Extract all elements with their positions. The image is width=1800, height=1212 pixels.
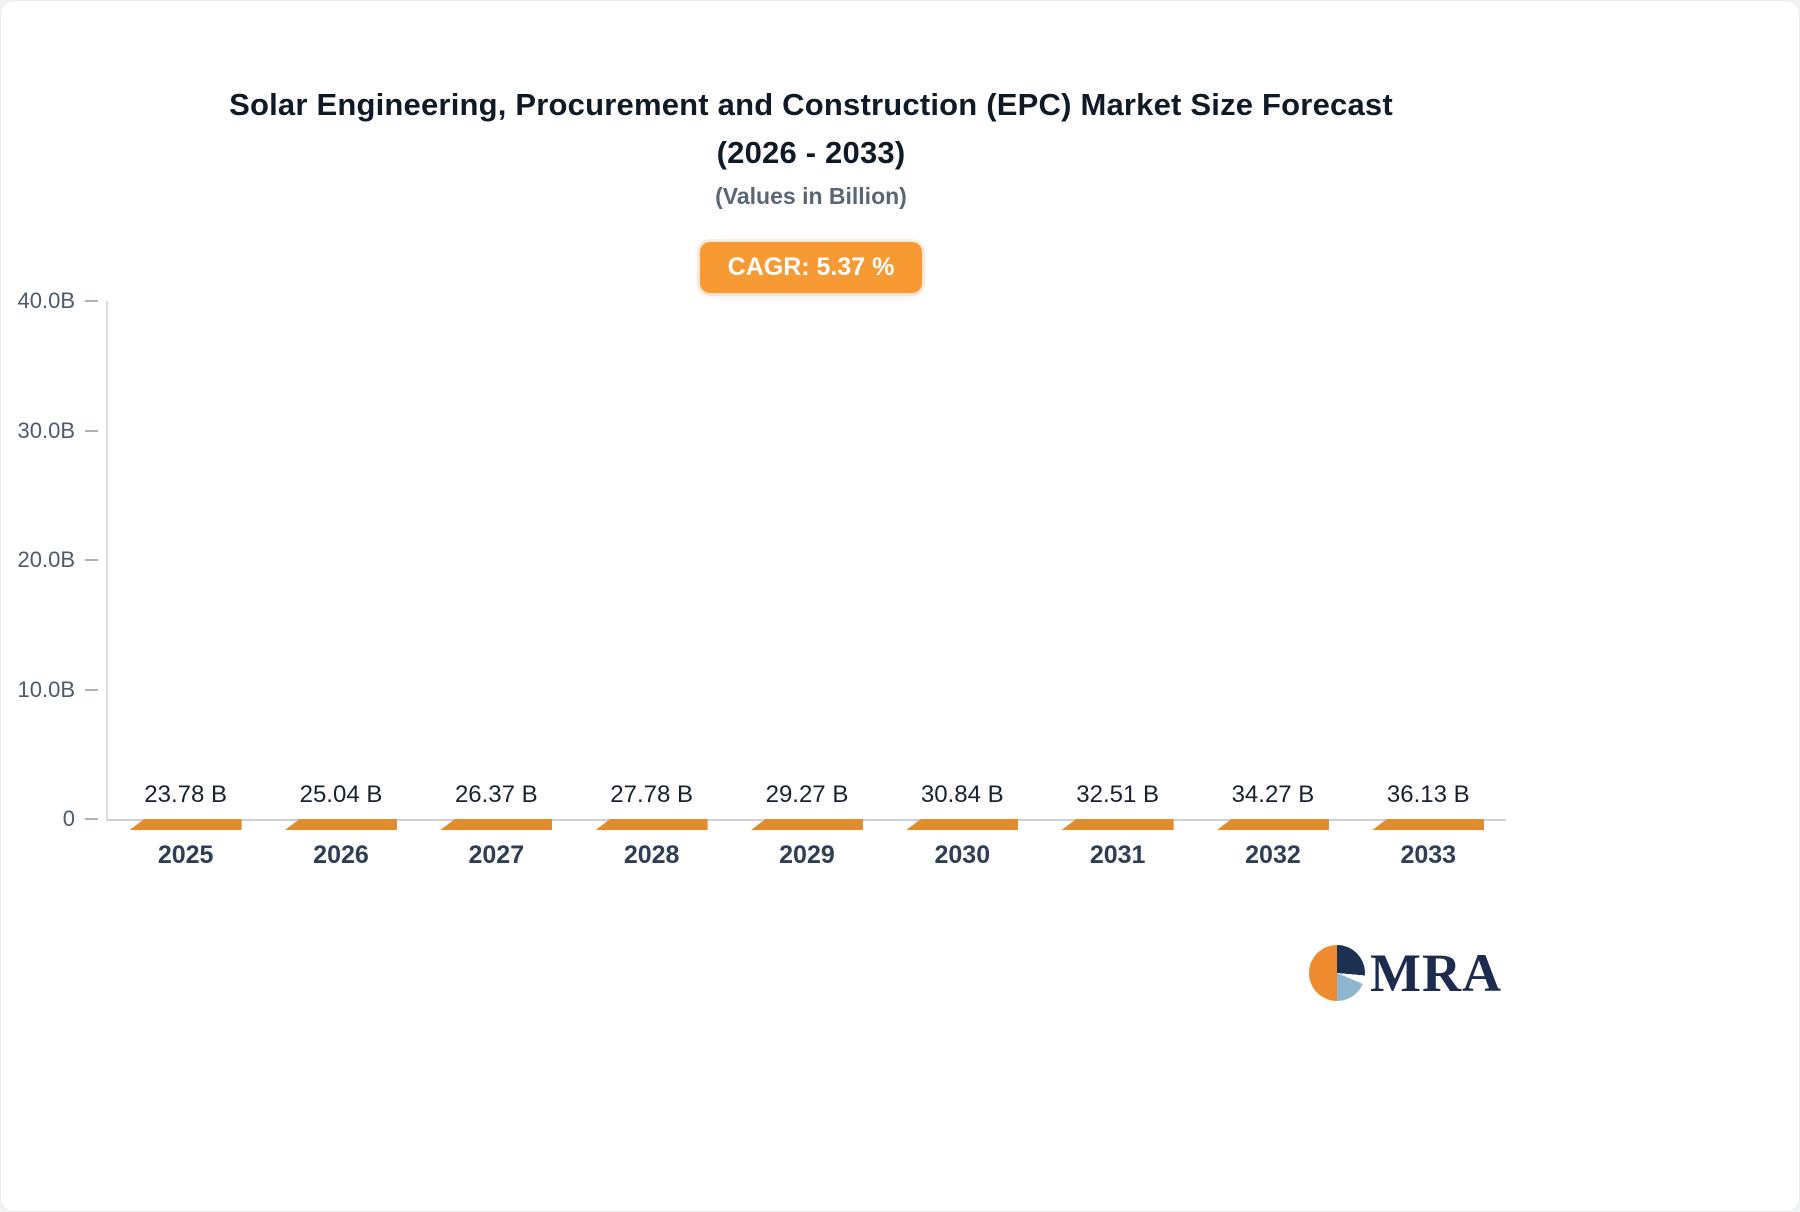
y-axis-tick-label: 30.0B [17, 417, 76, 443]
y-axis-tick: 30.0B [17, 417, 98, 444]
x-axis-label: 2026 [313, 841, 369, 869]
y-axis-tick-label: 20.0B [17, 547, 76, 572]
bar-group: 29.27 B [729, 781, 884, 819]
y-axis-tick: 10.0B [17, 676, 98, 703]
bar-value-label: 25.04 B [299, 781, 383, 808]
brand-logo: MRA [1309, 945, 1502, 1001]
bar-group: 34.27 B [1195, 781, 1350, 819]
chart-header: Solar Engineering, Procurement and Const… [31, 87, 1591, 293]
x-axis-label: 2029 [779, 841, 835, 869]
bar-value-label: 34.27 B [1231, 781, 1315, 808]
bar-group: 23.78 B [108, 781, 263, 819]
y-axis-tick-mark [85, 818, 98, 820]
bar-value-label: 29.27 B [765, 781, 849, 808]
x-axis-label: 2033 [1400, 841, 1457, 869]
chart-subtitle: (Values in Billion) [715, 183, 907, 209]
chart-title-line2: (2026 - 2033) [716, 135, 906, 170]
bar-value-label: 36.13 B [1386, 781, 1470, 808]
bar-group: 36.13 B [1351, 781, 1506, 819]
x-axis-label: 2032 [1245, 841, 1301, 869]
chart-title-line1: Solar Engineering, Procurement and Const… [229, 87, 1393, 122]
y-axis-tick-mark [85, 300, 98, 302]
y-axis-tick-label: 0 [62, 806, 75, 831]
plot-area: 40.0B 30.0B 20.0B 10.0B 0 23.78 B 25.04 B 26.3… [18, 288, 1506, 869]
y-axis-tick-mark [85, 688, 98, 691]
x-axis-label: 2027 [468, 841, 525, 869]
bar-value-label: 27.78 B [610, 781, 693, 808]
y-axis: 40.0B 30.0B 20.0B 10.0B 0 [3, 288, 108, 831]
bar-group: 30.84 B [885, 781, 1040, 819]
bar-group: 26.37 B [419, 781, 574, 819]
x-axis-label: 2028 [623, 841, 680, 869]
y-axis-tick: 20.0B [17, 547, 98, 573]
y-axis-tick-label: 10.0B [17, 676, 76, 702]
y-axis-tick-mark [85, 429, 98, 432]
bar-group: 25.04 B [263, 781, 418, 819]
x-axis-label: 2030 [934, 841, 991, 869]
y-axis-tick: 40.0B [17, 288, 98, 314]
bar-value-label: 26.37 B [454, 781, 538, 808]
bar-value-label: 32.51 B [1076, 781, 1159, 808]
bar-value-label: 30.84 B [920, 781, 1004, 808]
y-axis-tick-label: 40.0B [17, 288, 76, 313]
y-axis-tick-mark [85, 559, 98, 561]
bars: 23.78 B 25.04 B 26.37 B 27.78 B 29.27 B 30.84… [108, 301, 1506, 819]
x-axis-label: 2031 [1089, 841, 1146, 869]
brand-logo-text: MRA [1370, 943, 1502, 1003]
bar-group: 32.51 B [1040, 781, 1195, 819]
pie-chart-logo-icon [1309, 945, 1365, 1001]
y-axis-tick: 0 [63, 806, 98, 832]
x-axis-label: 2025 [157, 841, 214, 869]
bar-value-label: 23.78 B [144, 781, 228, 808]
x-axis-labels: 2025 2026 2027 2028 2029 2030 2031 2032 2033 [108, 841, 1506, 870]
bar-group: 27.78 B [574, 781, 729, 819]
cagr-badge: CAGR: 5.37 % [699, 242, 923, 293]
